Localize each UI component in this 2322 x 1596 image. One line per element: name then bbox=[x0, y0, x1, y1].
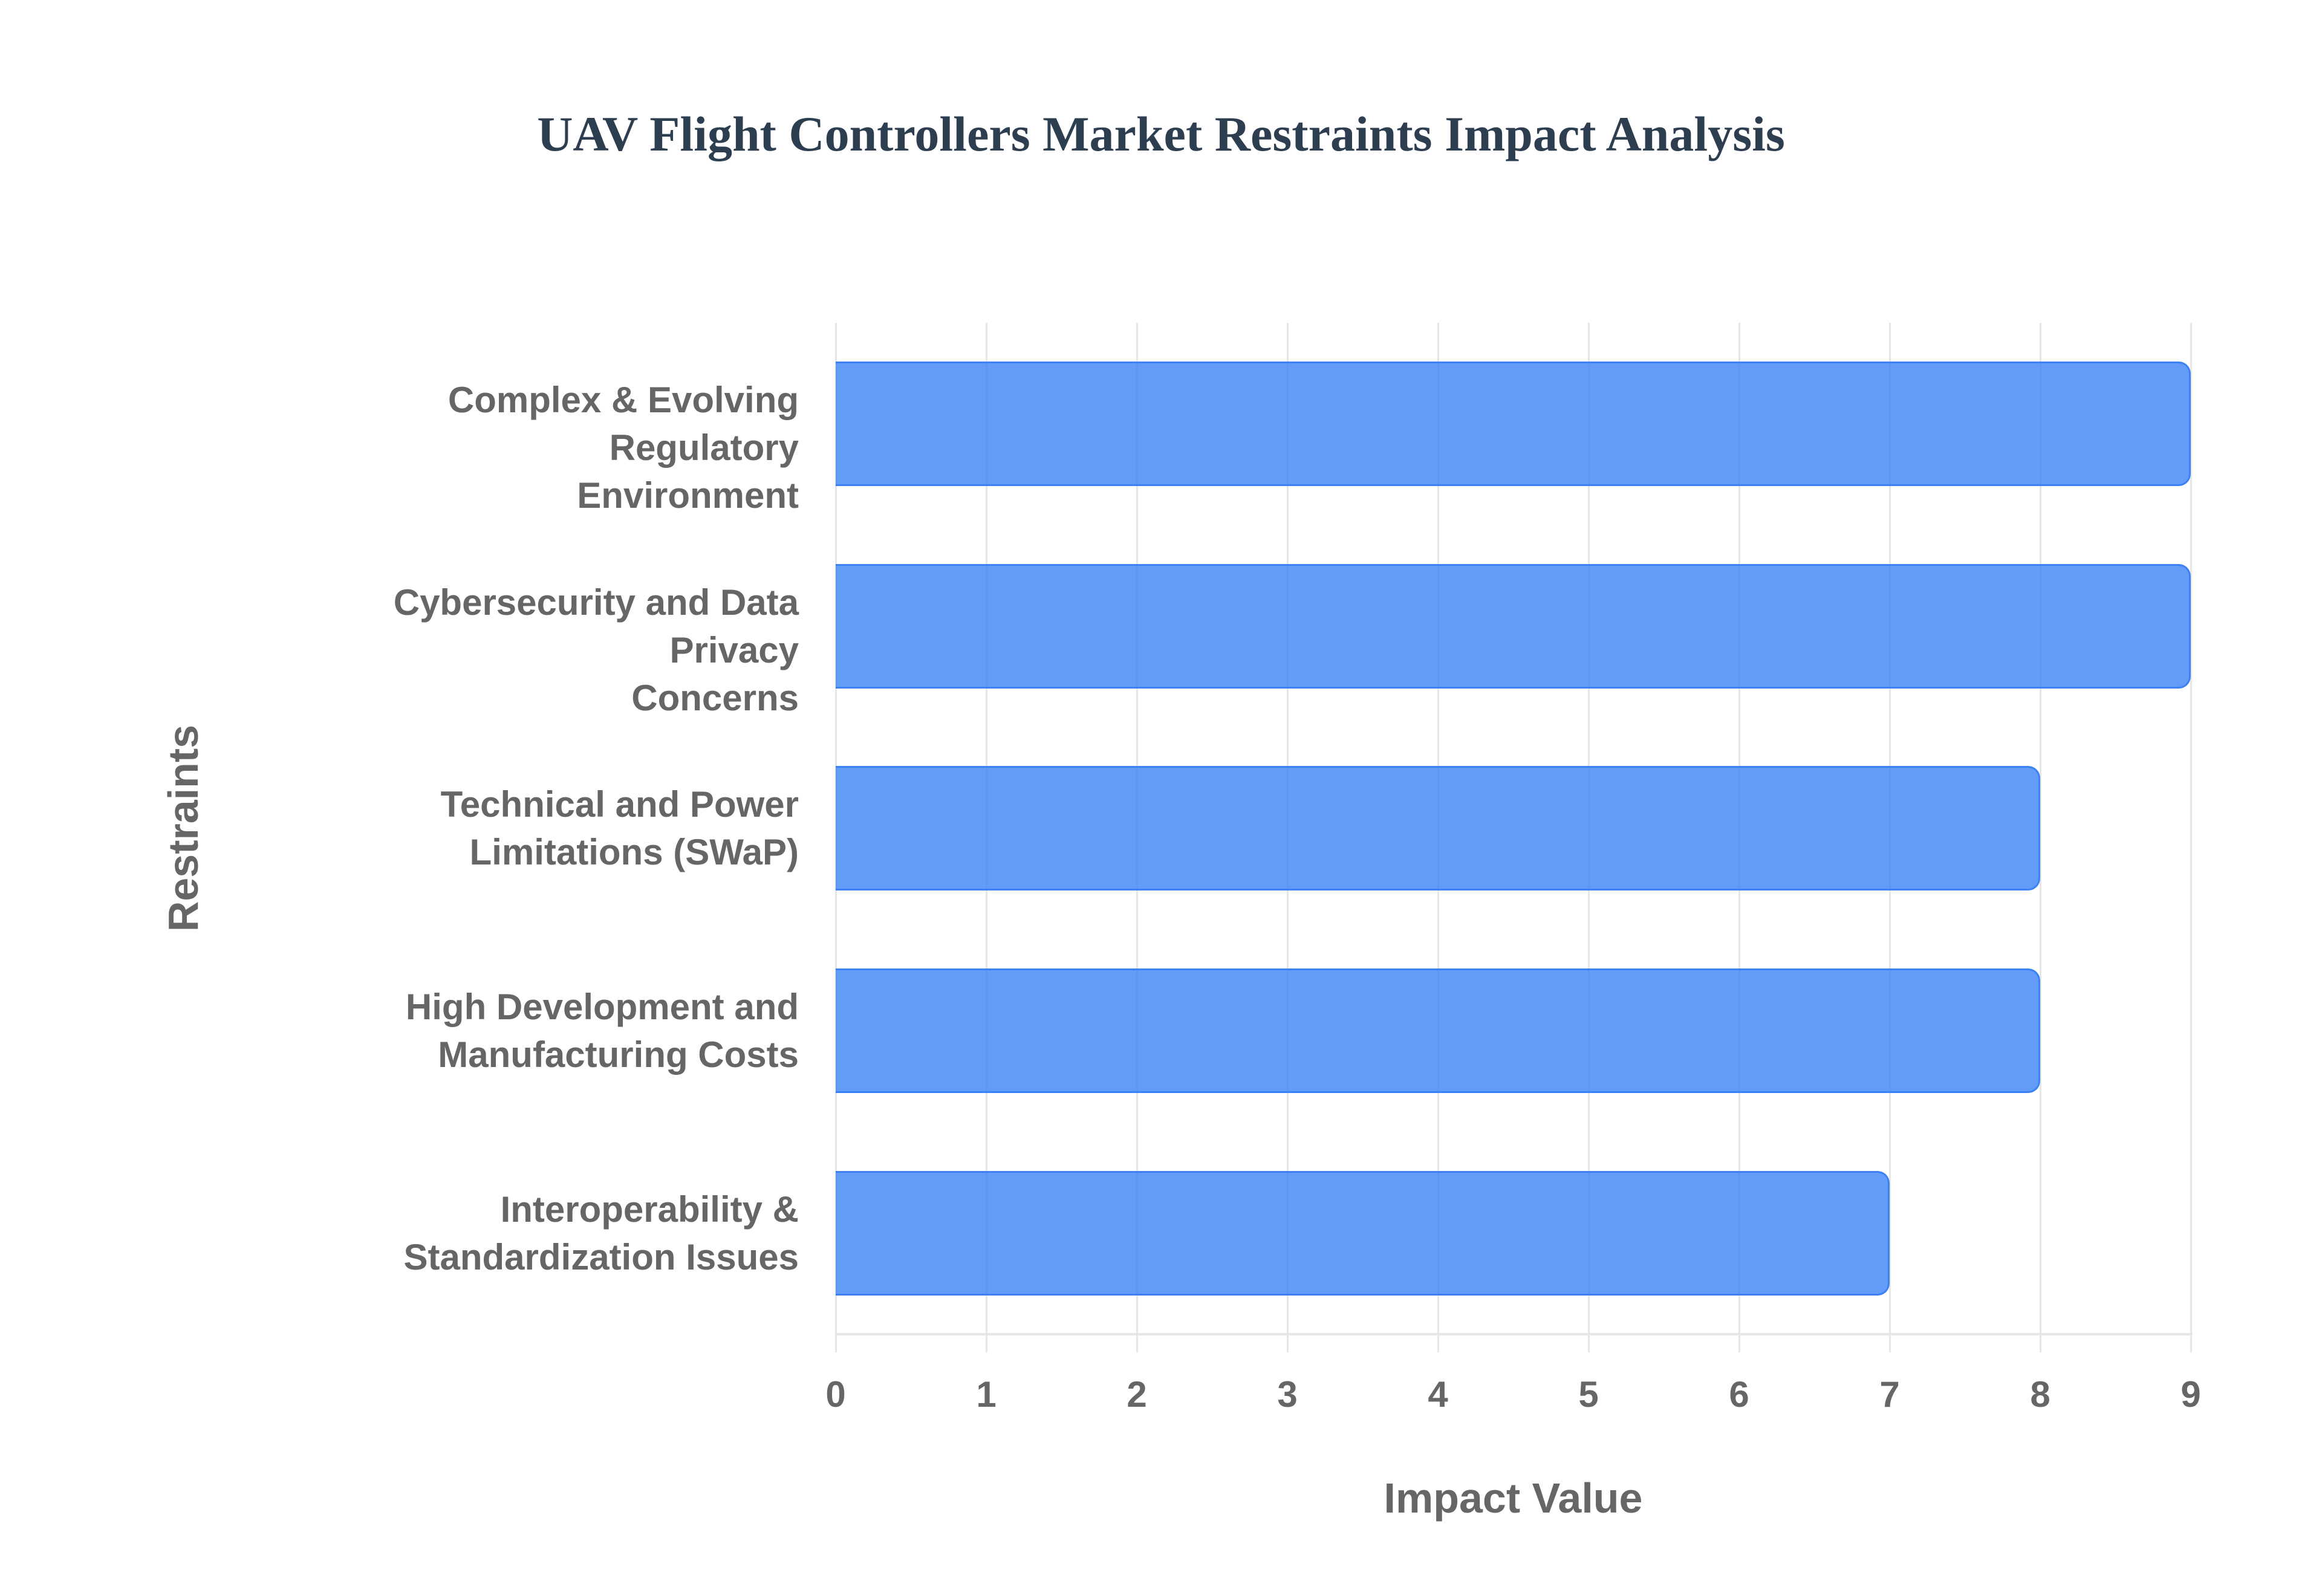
x-tick-label: 5 bbox=[1578, 1374, 1599, 1415]
x-tick-label: 3 bbox=[1277, 1374, 1298, 1415]
bar[interactable] bbox=[836, 564, 2191, 689]
y-axis-label-line: Concerns bbox=[631, 678, 799, 718]
y-axis-label: High Development and Manufacturing Costs bbox=[255, 983, 799, 1079]
x-tick-label: 2 bbox=[1127, 1374, 1147, 1415]
x-axis-line bbox=[836, 1333, 2193, 1335]
bar[interactable] bbox=[836, 968, 2040, 1093]
bar[interactable] bbox=[836, 362, 2191, 486]
y-axis-label-line: Manufacturing Costs bbox=[438, 1034, 799, 1075]
gridline bbox=[2190, 323, 2192, 1352]
x-axis-title: Impact Value bbox=[1384, 1474, 1643, 1522]
y-axis-label-line: Cybersecurity and Data Privacy bbox=[393, 582, 799, 670]
x-tick-label: 1 bbox=[976, 1374, 997, 1415]
x-tick-label: 0 bbox=[825, 1374, 846, 1415]
x-tick-label: 4 bbox=[1428, 1374, 1448, 1415]
x-tick-label: 9 bbox=[2181, 1374, 2201, 1415]
y-axis-label: Technical and Power Limitations (SWaP) bbox=[255, 780, 799, 876]
bar[interactable] bbox=[836, 1171, 1890, 1296]
gridline bbox=[2040, 323, 2041, 1352]
y-axis-label-line: Limitations (SWaP) bbox=[469, 832, 799, 872]
chart-title: UAV Flight Controllers Market Restraints… bbox=[537, 106, 1785, 161]
x-tick-label: 6 bbox=[1729, 1374, 1749, 1415]
plot-area bbox=[835, 323, 2193, 1352]
y-axis-label-line: Technical and Power bbox=[440, 784, 799, 825]
bar[interactable] bbox=[836, 766, 2040, 890]
y-axis-title: Restraints bbox=[160, 724, 207, 932]
y-axis-label-line: Environment bbox=[577, 475, 799, 516]
y-axis-label-line: Complex & Evolving Regulatory bbox=[447, 380, 799, 468]
y-axis-label: Cybersecurity and Data Privacy Concerns bbox=[255, 579, 799, 722]
x-tick-label: 8 bbox=[2030, 1374, 2050, 1415]
y-axis-label-line: Standardization Issues bbox=[403, 1237, 799, 1277]
y-axis-label-line: High Development and bbox=[405, 987, 799, 1027]
y-axis-label: Interoperability & Standardization Issues bbox=[255, 1186, 799, 1281]
y-axis-label: Complex & Evolving Regulatory Environment bbox=[255, 376, 799, 519]
y-axis-label-line: Interoperability & bbox=[500, 1189, 799, 1230]
x-tick-label: 7 bbox=[1879, 1374, 1900, 1415]
